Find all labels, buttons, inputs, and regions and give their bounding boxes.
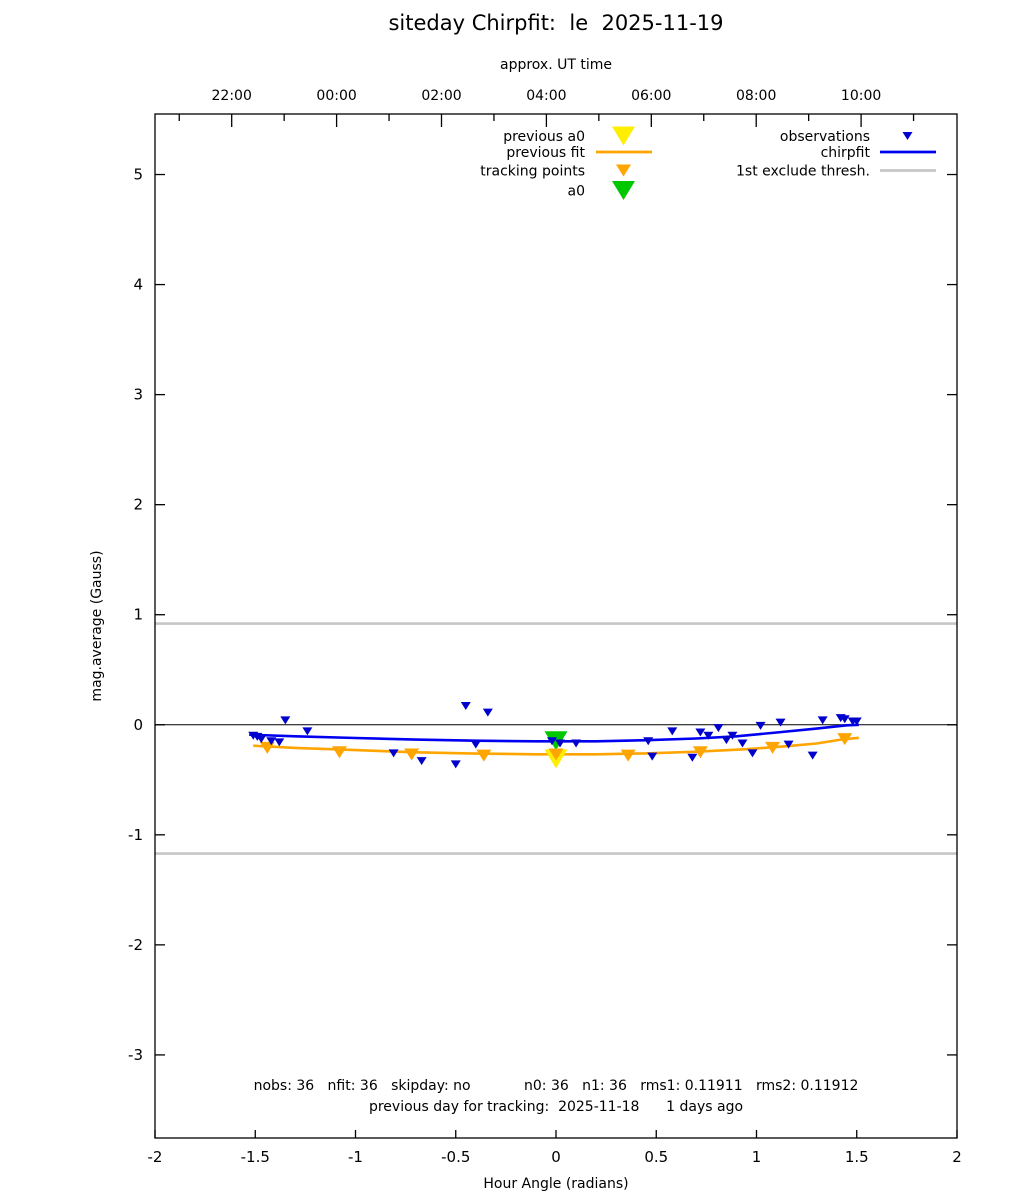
legend-label-observations: observations	[780, 129, 870, 145]
observations-marker	[643, 737, 654, 746]
observations-marker	[667, 727, 678, 736]
x-tick-label: 0.5	[644, 1148, 668, 1166]
legend-label-previous-a0: previous a0	[503, 129, 585, 145]
ut-tick-label: 02:00	[421, 88, 461, 104]
x-tick-label: 0	[551, 1148, 561, 1166]
y-tick-label: 5	[133, 166, 143, 184]
observations-marker	[775, 718, 786, 727]
x-tick-label: -1.5	[241, 1148, 270, 1166]
top-axis-title: approx. UT time	[500, 57, 612, 73]
observations-marker	[721, 736, 732, 745]
observations-marker	[727, 731, 738, 740]
y-tick-label: 3	[133, 386, 143, 404]
observations-marker	[737, 739, 748, 748]
x-tick-label: -0.5	[441, 1148, 470, 1166]
y-tick-label: -1	[128, 826, 143, 844]
observations-marker	[713, 724, 724, 733]
observations-marker	[647, 752, 658, 761]
stats-line-1: nobs: 36 nfit: 36 skipday: no n0: 36 n1:…	[253, 1078, 859, 1094]
observations-marker	[470, 740, 481, 749]
stats-line-2: previous day for tracking: 2025-11-18 1 …	[368, 1099, 744, 1115]
observations-marker	[807, 751, 818, 760]
x-tick-label: 2	[952, 1148, 962, 1166]
observations-marker	[274, 738, 285, 747]
tracking-points-marker	[692, 746, 708, 759]
observations-marker	[703, 731, 714, 740]
observations-marker	[687, 753, 698, 762]
observations-marker	[783, 740, 794, 749]
legend-marker-sample	[612, 181, 635, 200]
ut-tick-label: 06:00	[631, 88, 671, 104]
x-axis-title: Hour Angle (radians)	[483, 1176, 629, 1192]
chirpfit-curve	[249, 723, 859, 743]
observations-marker	[266, 737, 277, 746]
y-tick-label: 0	[133, 716, 143, 734]
x-tick-label: 1.5	[845, 1148, 869, 1166]
tracking-points-marker	[476, 749, 492, 762]
observations-marker	[416, 757, 427, 766]
observations-marker	[450, 760, 461, 769]
x-tick-label: 1	[752, 1148, 762, 1166]
legend-label-tracking-points: tracking points	[480, 164, 585, 180]
x-tick-label: -1	[348, 1148, 363, 1166]
ut-tick-label: 00:00	[316, 88, 356, 104]
observations-marker	[388, 749, 399, 758]
y-tick-label: 2	[133, 496, 143, 514]
observations-marker	[695, 728, 706, 737]
legend-label-previous-fit: previous fit	[506, 145, 585, 161]
ut-tick-label: 22:00	[212, 88, 252, 104]
tracking-points-marker	[837, 733, 853, 746]
observations-marker	[252, 732, 263, 741]
plot-border	[154, 113, 958, 1139]
tracking-points-marker	[259, 741, 275, 754]
ut-tick-label: 04:00	[526, 88, 566, 104]
tracking-points-marker	[548, 748, 564, 761]
observations-marker	[546, 737, 557, 746]
tracking-points-marker	[404, 748, 420, 761]
ut-tick-label: 08:00	[736, 88, 776, 104]
previous-fit-curve	[253, 736, 859, 756]
y-tick-label: 1	[133, 606, 143, 624]
observations-marker	[755, 721, 766, 730]
legend-marker-sample	[902, 132, 913, 140]
observations-marker	[839, 715, 850, 724]
y-tick-label: -3	[128, 1046, 143, 1064]
x-tick-label: -2	[148, 1148, 163, 1166]
observations-marker	[571, 739, 582, 748]
legend-marker-sample	[612, 126, 635, 146]
observations-marker	[482, 708, 493, 717]
tracking-points-marker	[620, 749, 636, 762]
observations-marker	[747, 749, 758, 758]
page-title: siteday Chirpfit: le 2025-11-19	[388, 11, 724, 35]
observations-marker	[851, 717, 862, 726]
y-tick-label: 4	[133, 276, 143, 294]
legend-label-chirpfit: chirpfit	[821, 145, 871, 161]
ut-tick-label: 10:00	[841, 88, 881, 104]
observations-marker	[256, 735, 267, 744]
observations-marker	[460, 702, 471, 711]
tracking-points-marker	[331, 746, 347, 759]
legend-label-a0: a0	[568, 184, 586, 200]
observations-marker	[817, 716, 828, 725]
y-tick-label: -2	[128, 936, 143, 954]
tracking-points-marker	[765, 741, 781, 754]
observations-marker	[555, 739, 566, 748]
legend-label-1st-exclude-thresh-: 1st exclude thresh.	[736, 164, 870, 180]
observations-marker	[302, 727, 313, 736]
observations-marker	[280, 716, 291, 725]
legend-marker-sample	[616, 164, 631, 177]
